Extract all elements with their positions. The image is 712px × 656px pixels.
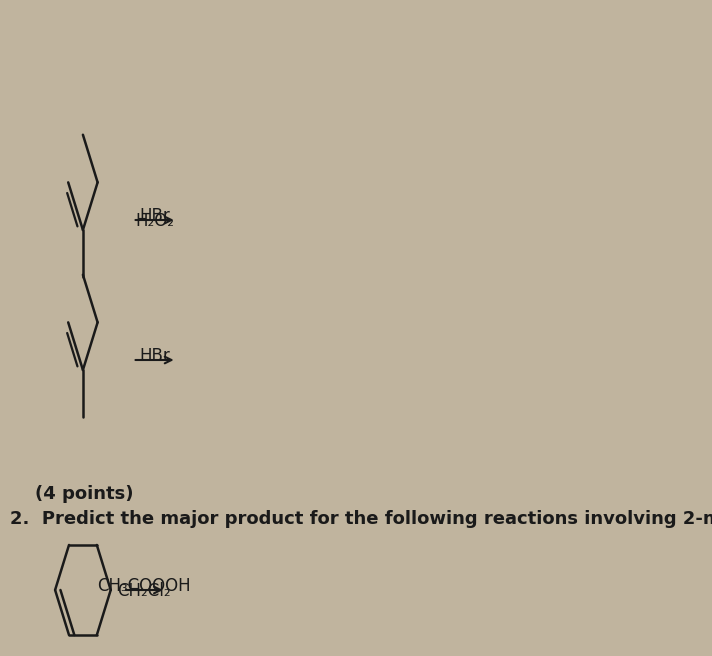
Text: CH₂Cl₂: CH₂Cl₂ — [117, 582, 171, 600]
Text: CH₃COOOH: CH₃COOOH — [98, 577, 192, 595]
Text: HBr: HBr — [140, 207, 170, 225]
Text: (4 points): (4 points) — [10, 485, 133, 503]
Text: HBr: HBr — [140, 347, 170, 365]
Text: 2.  Predict the major product for the following reactions involving 2-methyl-1-b: 2. Predict the major product for the fol… — [10, 510, 712, 528]
Text: H₂O₂: H₂O₂ — [135, 212, 174, 230]
